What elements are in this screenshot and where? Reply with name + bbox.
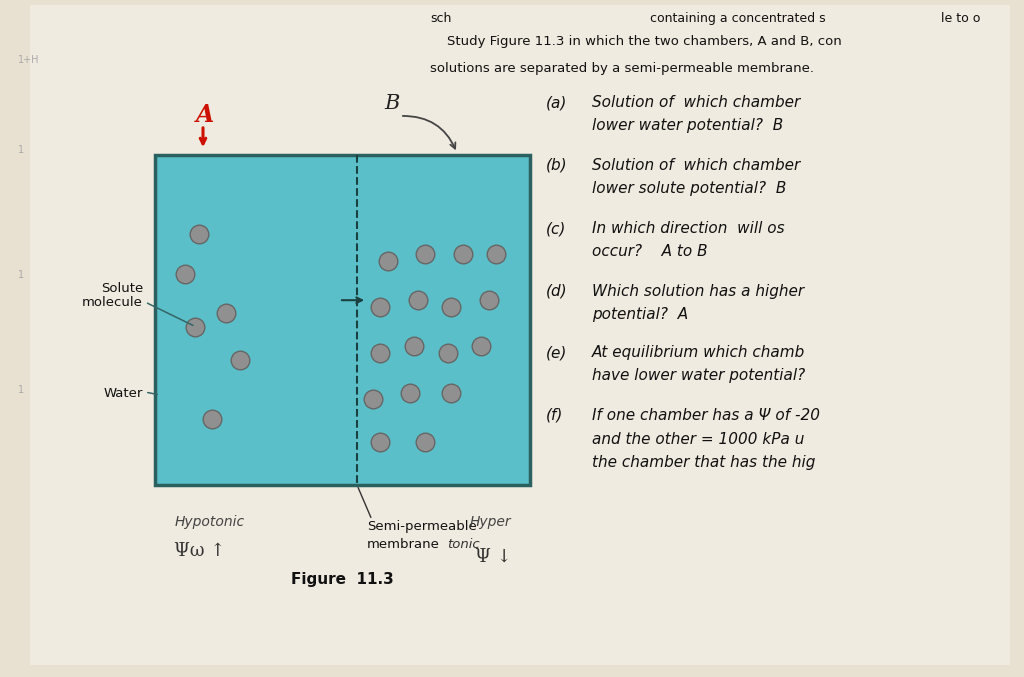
Point (417, 248, 433, 259)
Text: 1: 1 (18, 145, 25, 155)
Text: le to o: le to o (941, 12, 980, 25)
Text: have lower water potential?: have lower water potential? (592, 368, 805, 383)
Point (410, 294, 426, 305)
Text: occur?    A to B: occur? A to B (592, 244, 708, 259)
Point (401, 387, 418, 398)
Text: (a): (a) (546, 95, 567, 110)
Point (365, 394, 381, 405)
Text: lower water potential?  B: lower water potential? B (592, 118, 783, 133)
Point (473, 341, 489, 352)
Text: Hypotonic: Hypotonic (175, 515, 245, 529)
Text: Hyper: Hyper (470, 515, 512, 529)
Text: Water: Water (103, 387, 143, 400)
Text: (b): (b) (546, 158, 567, 173)
Text: B: B (384, 94, 399, 113)
Point (439, 347, 456, 358)
Point (417, 437, 433, 447)
Text: containing a concentrated s: containing a concentrated s (650, 12, 825, 25)
Text: (f): (f) (546, 408, 563, 423)
Point (443, 387, 460, 398)
Text: 1+H: 1+H (18, 55, 40, 65)
Text: and the other = 1000 kPa u: and the other = 1000 kPa u (592, 432, 805, 447)
Point (443, 301, 460, 312)
Point (187, 321, 204, 332)
Text: Which solution has a higher: Which solution has a higher (592, 284, 804, 299)
Text: tonic: tonic (447, 538, 479, 551)
Text: sch: sch (430, 12, 452, 25)
Point (372, 347, 388, 358)
Text: At equilibrium which chamb: At equilibrium which chamb (592, 345, 805, 360)
Point (379, 255, 395, 266)
FancyBboxPatch shape (155, 155, 530, 485)
Text: Ψω ↑: Ψω ↑ (174, 542, 225, 560)
Text: Solute: Solute (100, 282, 143, 295)
Text: membrane: membrane (367, 538, 440, 551)
Text: Study Figure 11.3 in which the two chambers, A and B, con: Study Figure 11.3 in which the two chamb… (430, 35, 842, 48)
Point (177, 268, 194, 279)
Point (480, 294, 497, 305)
Text: lower solute potential?  B: lower solute potential? B (592, 181, 786, 196)
Text: (c): (c) (546, 221, 566, 236)
Point (455, 248, 471, 259)
Point (204, 414, 220, 424)
Text: Semi-permeable: Semi-permeable (367, 520, 477, 533)
Text: (d): (d) (546, 284, 567, 299)
Text: (e): (e) (546, 345, 567, 360)
Text: Solution of  which chamber: Solution of which chamber (592, 95, 800, 110)
Text: Figure  11.3: Figure 11.3 (291, 572, 394, 587)
Text: 1: 1 (18, 270, 25, 280)
Text: 1: 1 (18, 385, 25, 395)
Text: If one chamber has a Ψ of -20: If one chamber has a Ψ of -20 (592, 408, 820, 423)
Point (191, 229, 208, 240)
Point (372, 437, 388, 447)
FancyBboxPatch shape (30, 5, 1010, 665)
Text: A: A (196, 103, 214, 127)
Text: In which direction  will os: In which direction will os (592, 221, 784, 236)
Point (231, 354, 248, 365)
Point (488, 248, 505, 259)
Text: the chamber that has the hig: the chamber that has the hig (592, 455, 815, 470)
Text: solutions are separated by a semi-permeable membrane.: solutions are separated by a semi-permea… (430, 62, 814, 75)
Text: Ψ ↓: Ψ ↓ (475, 548, 512, 566)
Point (217, 308, 233, 319)
Text: molecule: molecule (82, 296, 143, 309)
Text: Solution of  which chamber: Solution of which chamber (592, 158, 800, 173)
Point (406, 341, 422, 352)
Text: potential?  A: potential? A (592, 307, 688, 322)
Point (372, 301, 388, 312)
